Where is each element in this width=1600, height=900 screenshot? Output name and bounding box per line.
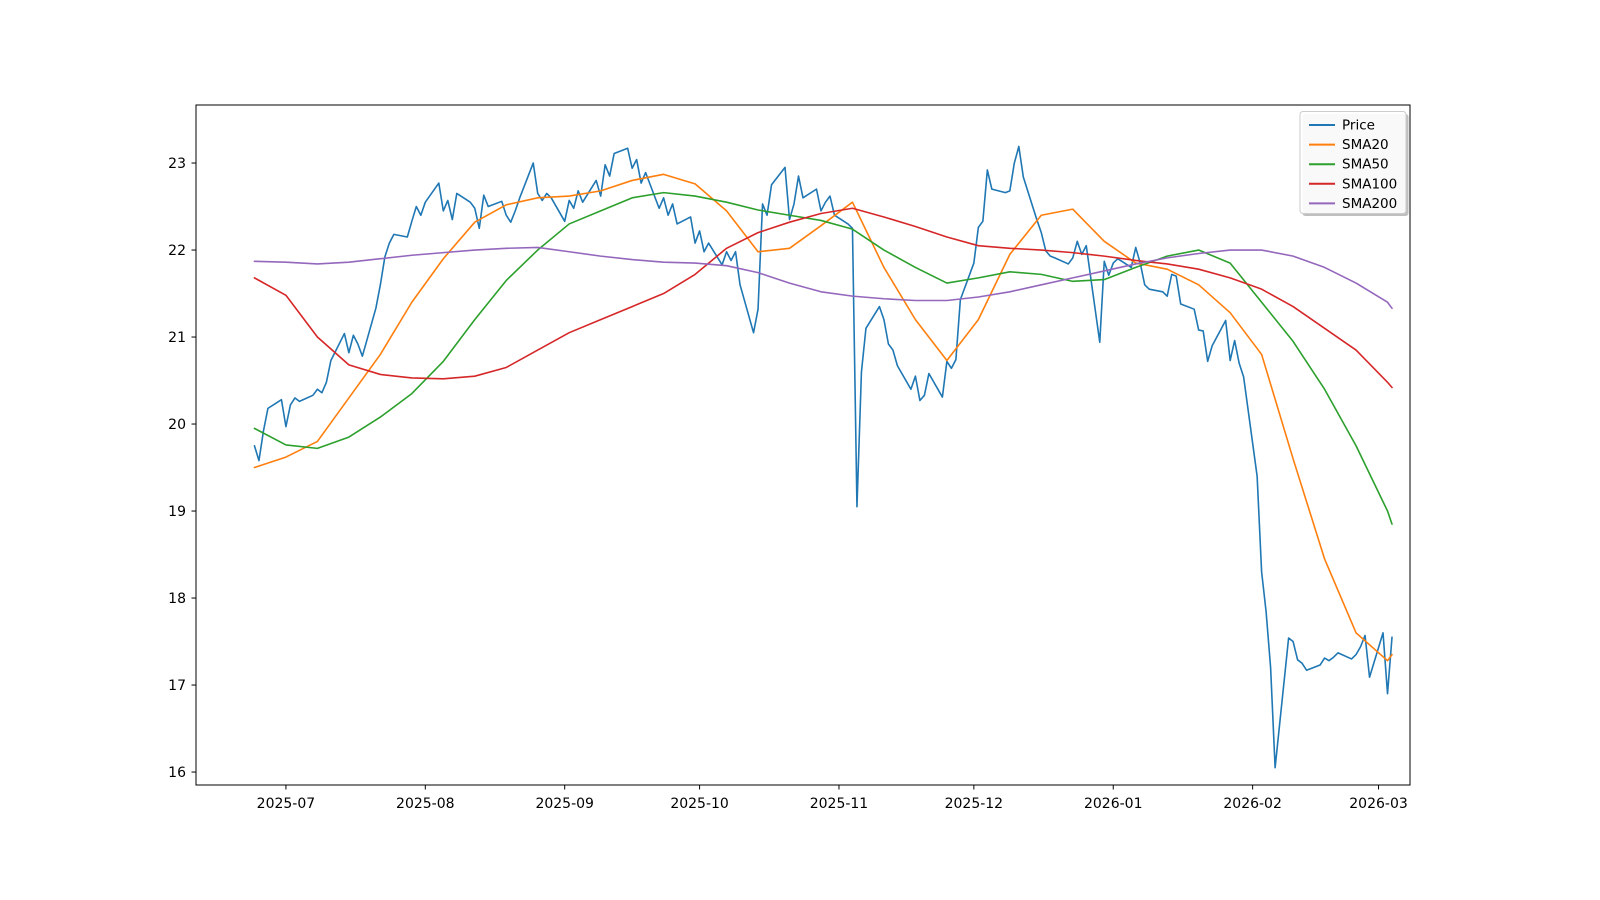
y-tick-label: 17 — [168, 678, 186, 694]
series-line-sma200 — [253, 246, 1393, 310]
series-line-sma20 — [253, 173, 1393, 662]
plot-area-border — [195, 104, 1411, 786]
series-line-price — [253, 145, 1393, 769]
y-tick-label: 18 — [168, 591, 186, 607]
x-tick-label: 2025-07 — [257, 796, 316, 812]
x-tick-label: 2025-11 — [810, 796, 869, 812]
x-tick-label: 2026-03 — [1349, 796, 1408, 812]
y-tick-label: 19 — [168, 504, 186, 520]
y-tick-label: 20 — [168, 417, 186, 433]
x-tick-label: 2025-12 — [945, 796, 1004, 812]
x-tick-label: 2026-02 — [1223, 796, 1282, 812]
legend-label-sma100: SMA100 — [1342, 176, 1397, 192]
legend-label-sma200: SMA200 — [1342, 196, 1397, 212]
legend-label-sma20: SMA20 — [1342, 137, 1389, 153]
series-line-sma100 — [253, 207, 1393, 389]
y-tick-label: 23 — [168, 156, 186, 172]
legend-label-sma50: SMA50 — [1342, 157, 1389, 173]
x-tick-label: 2025-08 — [396, 796, 455, 812]
series-line-sma50 — [253, 191, 1393, 525]
x-tick-label: 2025-09 — [535, 796, 594, 812]
legend-label-price: Price — [1342, 118, 1375, 134]
legend-box — [1299, 111, 1407, 214]
y-tick-label: 16 — [168, 765, 186, 781]
y-tick-label: 22 — [168, 243, 186, 259]
x-tick-label: 2025-10 — [670, 796, 729, 812]
y-tick-label: 21 — [168, 330, 186, 346]
x-tick-label: 2026-01 — [1084, 796, 1143, 812]
